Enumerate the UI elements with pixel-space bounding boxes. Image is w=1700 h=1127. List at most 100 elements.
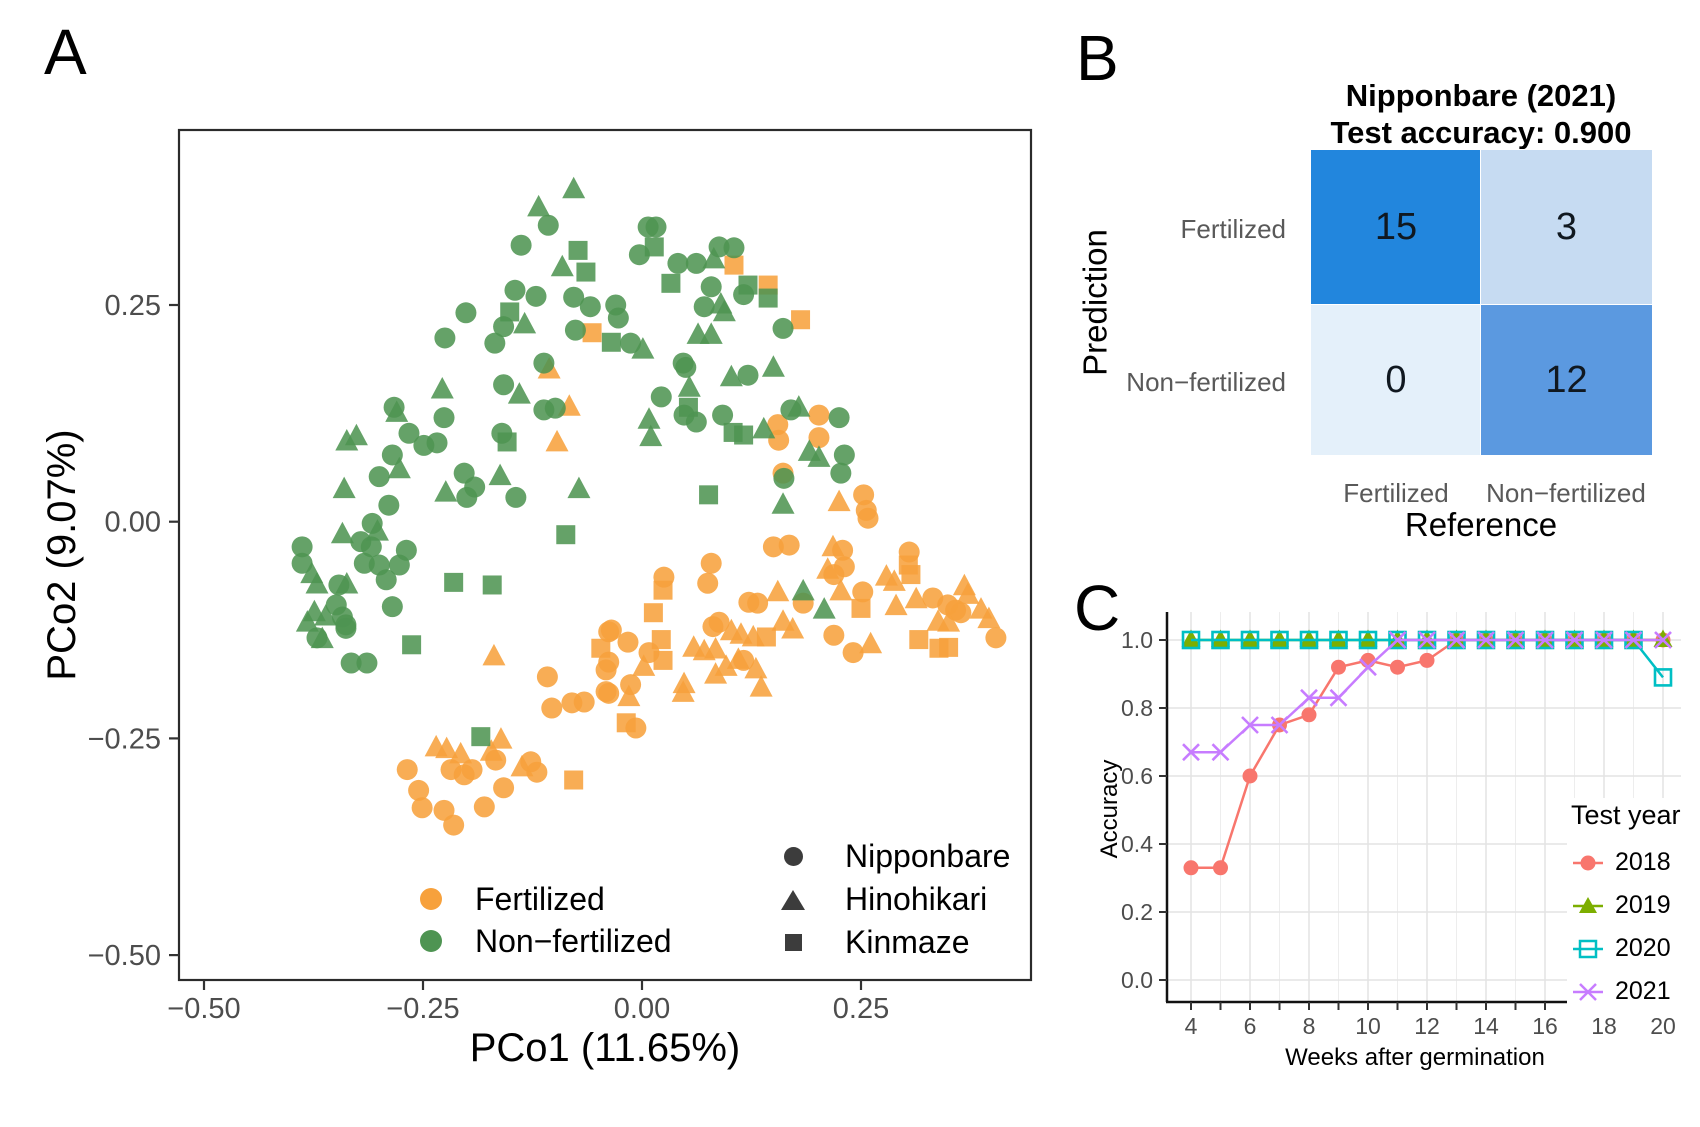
scatter-point-circle — [620, 332, 642, 354]
scatter-point-circle — [685, 411, 707, 433]
legend-item-hinohikari: Hinohikari — [781, 878, 1010, 921]
series-marker-x — [1447, 631, 1466, 649]
scatter-point-triangle — [562, 176, 586, 199]
scatter-point-circle — [544, 397, 566, 419]
panel-a-color-legend: Fertilized Non−fertilized — [420, 878, 672, 962]
scatter-point-circle — [434, 327, 456, 349]
scatter-point-circle — [773, 467, 795, 489]
scatter-point-circle — [985, 627, 1007, 649]
scatter-point-triangle — [752, 416, 776, 439]
scatter-point-triangle — [314, 604, 338, 626]
scatter-point-triangle — [295, 610, 319, 632]
scatter-point-circle — [533, 352, 555, 374]
fertilized-swatch-icon — [420, 888, 442, 910]
scatter-point-triangle — [719, 364, 743, 387]
scatter-point-circle — [536, 666, 558, 688]
scatter-point-circle — [653, 566, 675, 588]
legend-item-label: 2020 — [1615, 934, 1671, 962]
scatter-point-triangle — [812, 597, 836, 619]
scatter-point-triangle — [771, 492, 795, 514]
y-tick-label: 0.6 — [1121, 763, 1153, 789]
panel-c-y-axis-title: Accuracy — [1096, 759, 1123, 859]
scatter-point-triangle — [617, 684, 641, 707]
x-tick-label: −0.50 — [167, 993, 240, 1025]
scatter-point-circle — [853, 484, 875, 506]
scatter-point-triangle — [977, 606, 1001, 629]
scatter-point-square — [699, 485, 719, 505]
series-marker-x — [1654, 631, 1672, 649]
scatter-point-circle — [504, 279, 526, 301]
series-marker-open-square — [1240, 630, 1260, 650]
series-marker-circle — [1390, 659, 1405, 675]
scatter-point-triangle — [829, 578, 853, 601]
scatter-point-square — [653, 650, 673, 670]
scatter-point-triangle — [781, 617, 805, 639]
scatter-point-square — [568, 240, 588, 260]
scatter-point-circle — [685, 252, 707, 274]
scatter-point-circle — [628, 244, 650, 266]
series-marker-x — [1565, 631, 1584, 649]
scatter-point-circle — [505, 486, 527, 508]
scatter-point-circle — [828, 407, 850, 429]
scatter-point-circle — [842, 642, 864, 664]
scatter-point-triangle — [489, 727, 513, 749]
square-marker-icon — [781, 934, 805, 951]
scatter-point-triangle — [749, 675, 773, 697]
scatter-point-square — [564, 770, 584, 790]
scatter-point-circle — [708, 611, 730, 633]
y-tick-label: −0.25 — [88, 723, 161, 755]
scatter-point-triangle — [449, 741, 473, 764]
scatter-point-circle — [650, 386, 672, 408]
scatter-point-circle — [617, 631, 639, 653]
legend-item-label: Nipponbare — [845, 838, 1011, 874]
scatter-point-circle — [510, 234, 532, 256]
cm-cell-value: 12 — [1545, 358, 1588, 401]
open-square-line-marker-icon — [1573, 939, 1603, 958]
scatter-point-square — [582, 323, 602, 343]
scatter-point-triangle — [787, 395, 811, 417]
scatter-point-circle — [595, 659, 617, 681]
scatter-point-triangle — [744, 656, 768, 679]
panel-b-letter: B — [1076, 22, 1119, 94]
scatter-point-triangle — [434, 480, 458, 502]
cm-cell-value: 15 — [1374, 206, 1418, 248]
circle-line-marker-icon — [1573, 855, 1603, 870]
x-tick-label: 6 — [1244, 1013, 1257, 1039]
cm-cell-fert-fert: 15 — [1310, 149, 1482, 306]
series-marker-triangle — [1299, 629, 1319, 647]
scatter-point-circle — [747, 592, 769, 614]
x-tick-label: 16 — [1532, 1013, 1558, 1039]
scatter-point-circle — [573, 691, 595, 713]
scatter-point-circle — [525, 285, 547, 307]
series-marker-x — [1536, 631, 1554, 649]
scatter-point-square — [482, 575, 502, 595]
scatter-point-circle — [857, 507, 879, 529]
series-marker-x — [1329, 688, 1348, 707]
scatter-point-triangle — [699, 322, 723, 344]
scatter-point-circle — [700, 552, 722, 574]
scatter-point-triangle — [712, 299, 736, 322]
triangle-line-marker-icon — [1573, 896, 1603, 913]
cm-cell-fert-nonfert: 3 — [1480, 149, 1653, 306]
scatter-point-circle — [455, 302, 477, 324]
scatter-point-circle — [737, 364, 759, 386]
panel-b-title: Nipponbare (2021) Test accuracy: 0.900 — [1281, 78, 1681, 151]
cm-cell-value: 3 — [1555, 206, 1578, 248]
scatter-point-triangle — [527, 194, 551, 217]
scatter-point-triangle — [827, 489, 851, 512]
scatter-point-triangle — [884, 593, 908, 616]
scatter-point-circle — [493, 777, 515, 799]
legend-item-label: Kinmaze — [845, 924, 970, 960]
x-tick-label: 18 — [1591, 1013, 1617, 1039]
x-line-marker-icon — [1573, 982, 1603, 1001]
scatter-point-triangle — [904, 586, 928, 609]
scatter-point-circle — [360, 536, 382, 558]
scatter-point-triangle — [332, 476, 356, 499]
cm-cell-nonfert-fert: 0 — [1310, 304, 1482, 456]
scatter-point-triangle — [704, 662, 728, 684]
scatter-point-circle — [645, 216, 667, 238]
legend-item-label: 2019 — [1615, 891, 1671, 919]
scatter-point-triangle — [507, 382, 531, 404]
non-fertilized-swatch-icon — [420, 930, 442, 952]
